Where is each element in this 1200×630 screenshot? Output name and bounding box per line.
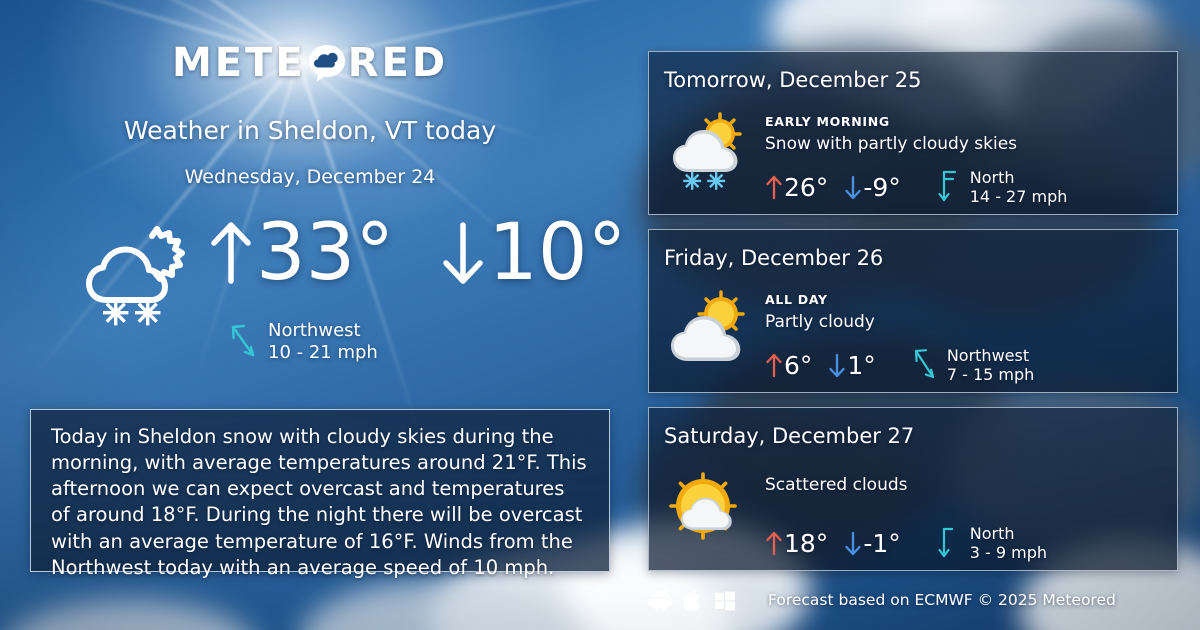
apple-icon[interactable] — [680, 589, 706, 611]
today-wind-speed: 10 - 21 mph — [268, 341, 378, 363]
forecast-card-min-value: 1° — [847, 350, 876, 380]
meteored-logo[interactable]: METE RED — [172, 40, 448, 86]
cloud-shape — [671, 316, 741, 361]
today-wind-direction: Northwest — [268, 320, 361, 341]
today-summary: 33° 10° — [0, 214, 627, 332]
forecast-card-max-value: 26° — [784, 172, 829, 202]
forecast-card-date: Saturday, December 27 — [664, 424, 915, 448]
forecast-card[interactable]: Tomorrow, December 25 — [648, 51, 1178, 215]
today-temperatures: 33° 10° — [208, 214, 627, 292]
cloud-sun-snow-outline-icon — [78, 226, 194, 326]
forecast-card-wind-text: Northwest 7 - 15 mph — [947, 346, 1034, 384]
forecast-card-wind-text: North 14 - 27 mph — [970, 168, 1068, 206]
forecast-card-wind: North 3 - 9 mph — [937, 524, 1047, 562]
footer-credit: Forecast based on ECMWF © 2025 Meteored — [768, 591, 1116, 609]
forecast-card-condition: Partly cloudy — [765, 312, 875, 332]
snowflakes — [683, 172, 726, 190]
forecast-card-metrics: 26° -9° — [765, 168, 1169, 206]
forecast-description-text: Today in Sheldon snow with cloudy skies … — [51, 425, 587, 579]
arrow-down-icon — [845, 176, 861, 200]
forecast-card-wind-speed: 7 - 15 mph — [946, 365, 1035, 385]
footer: Forecast based on ECMWF © 2025 Meteored — [648, 589, 1116, 611]
forecast-card[interactable]: Friday, December 26 — [648, 229, 1178, 393]
forecast-card-wind-direction: North — [969, 524, 1015, 543]
forecast-card-min-value: -9° — [863, 172, 901, 202]
today-min-temp: 10° — [440, 208, 627, 298]
logo-text-left: METE — [172, 40, 306, 86]
forecast-card-temperatures: 6° 1° — [765, 352, 876, 378]
arrow-up-icon — [766, 532, 782, 556]
forecast-card-wind-direction: North — [969, 168, 1015, 187]
forecast-card-wind-text: North 3 - 9 mph — [970, 524, 1047, 562]
today-max-value: 33° — [256, 208, 395, 298]
forecast-card-date: Friday, December 26 — [664, 246, 884, 270]
sun-cloud-icon — [663, 466, 757, 552]
forecast-card-min-temp: -9° — [844, 172, 901, 202]
forecast-card-body: EARLY MORNING Snow with partly cloudy sk… — [765, 114, 1167, 154]
logo-text-right: RED — [347, 40, 449, 86]
wind-barb-southeast-icon — [914, 349, 934, 379]
arrow-up-icon — [766, 176, 782, 200]
wind-barb-south-light-icon — [938, 528, 953, 558]
forecast-card-max-temp: 18° — [765, 530, 828, 556]
forecast-card-max-value: 18° — [784, 528, 829, 558]
today-panel: METE RED Weather in Sheldon, VT today We… — [0, 40, 627, 579]
arrow-up-icon — [766, 354, 782, 378]
today-wind-text: Northwest 10 - 21 mph — [268, 320, 378, 363]
wind-barb-south-icon — [938, 171, 956, 202]
forecast-card-min-temp: 1° — [828, 350, 876, 380]
forecast-card-wind-speed: 14 - 27 mph — [969, 187, 1068, 207]
wind-barb-southeast-icon — [231, 324, 255, 356]
cloud-sun-snow-icon — [663, 110, 757, 196]
forecast-card[interactable]: Saturday, December 27 — [648, 407, 1178, 571]
forecast-card-temperatures: 18° -1° — [765, 530, 901, 556]
forecast-card-body: Scattered clouds — [765, 470, 1167, 495]
forecast-card-max-temp: 26° — [765, 174, 828, 200]
cloud-shape — [673, 130, 738, 172]
arrow-down-icon — [829, 354, 846, 378]
android-icon[interactable] — [648, 589, 674, 611]
forecast-card-body: ALL DAY Partly cloudy — [765, 292, 1167, 332]
today-max-temp: 33° — [208, 214, 394, 292]
forecast-card-wind-speed: 3 - 9 mph — [969, 543, 1048, 563]
windows-icon[interactable] — [712, 589, 738, 611]
forecast-card-max-value: 6° — [784, 350, 813, 380]
cloud-sun-icon — [663, 288, 757, 374]
forecast-card-date: Tomorrow, December 25 — [664, 68, 922, 92]
forecast-card-temperatures: 26° -9° — [765, 174, 901, 200]
forecast-card-time-label: EARLY MORNING — [765, 114, 890, 129]
forecast-description-box: Today in Sheldon snow with cloudy skies … — [30, 409, 610, 579]
forecast-card-wind-direction: Northwest — [946, 346, 1030, 365]
forecast-card-condition: Snow with partly cloudy skies — [765, 134, 1018, 154]
forecast-card-condition: Scattered clouds — [765, 475, 908, 495]
arrow-down-icon — [443, 222, 484, 284]
forecast-card-wind: North 14 - 27 mph — [937, 168, 1068, 206]
today-min-value: 10° — [488, 208, 627, 298]
forecast-card-metrics: 6° 1° — [765, 346, 1169, 384]
forecast-card-min-value: -1° — [863, 528, 901, 558]
cloud-sun-bubble-icon — [307, 43, 347, 83]
cloud-shape — [681, 497, 732, 530]
today-date: Wednesday, December 24 — [184, 166, 436, 188]
forecast-card-time-label: ALL DAY — [765, 292, 828, 307]
forecast-card-metrics: 18° -1° — [765, 524, 1169, 562]
forecast-card-max-temp: 6° — [765, 352, 812, 378]
page-title: Weather in Sheldon, VT today — [123, 116, 497, 145]
arrow-down-icon — [845, 532, 861, 556]
today-wind: Northwest 10 - 21 mph — [228, 320, 378, 363]
forecast-card-min-temp: -1° — [844, 528, 901, 558]
arrow-up-icon — [211, 222, 251, 284]
forecast-card-wind: Northwest 7 - 15 mph — [912, 346, 1034, 384]
